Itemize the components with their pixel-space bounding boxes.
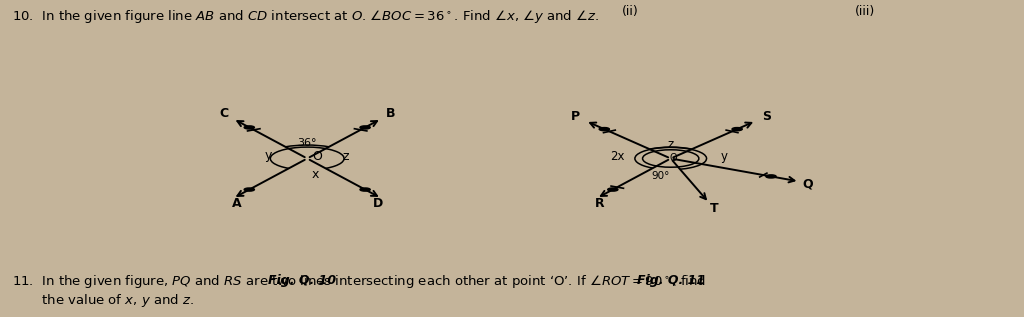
Text: 10.  In the given figure line $AB$ and $CD$ intersect at $O$. $\angle BOC = 36^\: 10. In the given figure line $AB$ and $C… <box>12 8 599 25</box>
Text: A: A <box>231 197 242 210</box>
Text: 36°: 36° <box>297 138 317 148</box>
Text: Fig. Q. 10: Fig. Q. 10 <box>268 274 336 287</box>
Text: S: S <box>762 110 771 123</box>
Text: z: z <box>343 150 349 164</box>
Text: R: R <box>595 197 605 210</box>
Text: 90°: 90° <box>651 171 670 181</box>
Text: 11.  In the given figure, $PQ$ and $RS$ are two lines intersecting each other at: 11. In the given figure, $PQ$ and $RS$ a… <box>12 273 707 309</box>
Text: z: z <box>668 138 674 152</box>
Text: y: y <box>721 150 727 164</box>
Text: 2x: 2x <box>610 150 625 164</box>
Circle shape <box>244 126 254 129</box>
Text: D: D <box>373 197 383 210</box>
Text: O: O <box>670 153 678 163</box>
Text: y: y <box>264 149 272 163</box>
Text: x: x <box>311 168 319 182</box>
Circle shape <box>766 175 776 178</box>
Circle shape <box>360 126 371 129</box>
Text: T: T <box>710 202 718 215</box>
Text: P: P <box>570 110 580 123</box>
Text: B: B <box>386 107 395 120</box>
Text: Fig. Q. 11: Fig. Q. 11 <box>637 274 705 287</box>
Text: (ii): (ii) <box>622 5 638 18</box>
Circle shape <box>607 188 617 191</box>
Text: Q: Q <box>802 178 813 191</box>
Text: C: C <box>219 107 228 120</box>
Circle shape <box>244 188 254 191</box>
Circle shape <box>360 188 371 191</box>
Circle shape <box>599 127 609 131</box>
Text: O: O <box>312 150 323 164</box>
Circle shape <box>732 127 742 131</box>
Text: (iii): (iii) <box>855 5 876 18</box>
